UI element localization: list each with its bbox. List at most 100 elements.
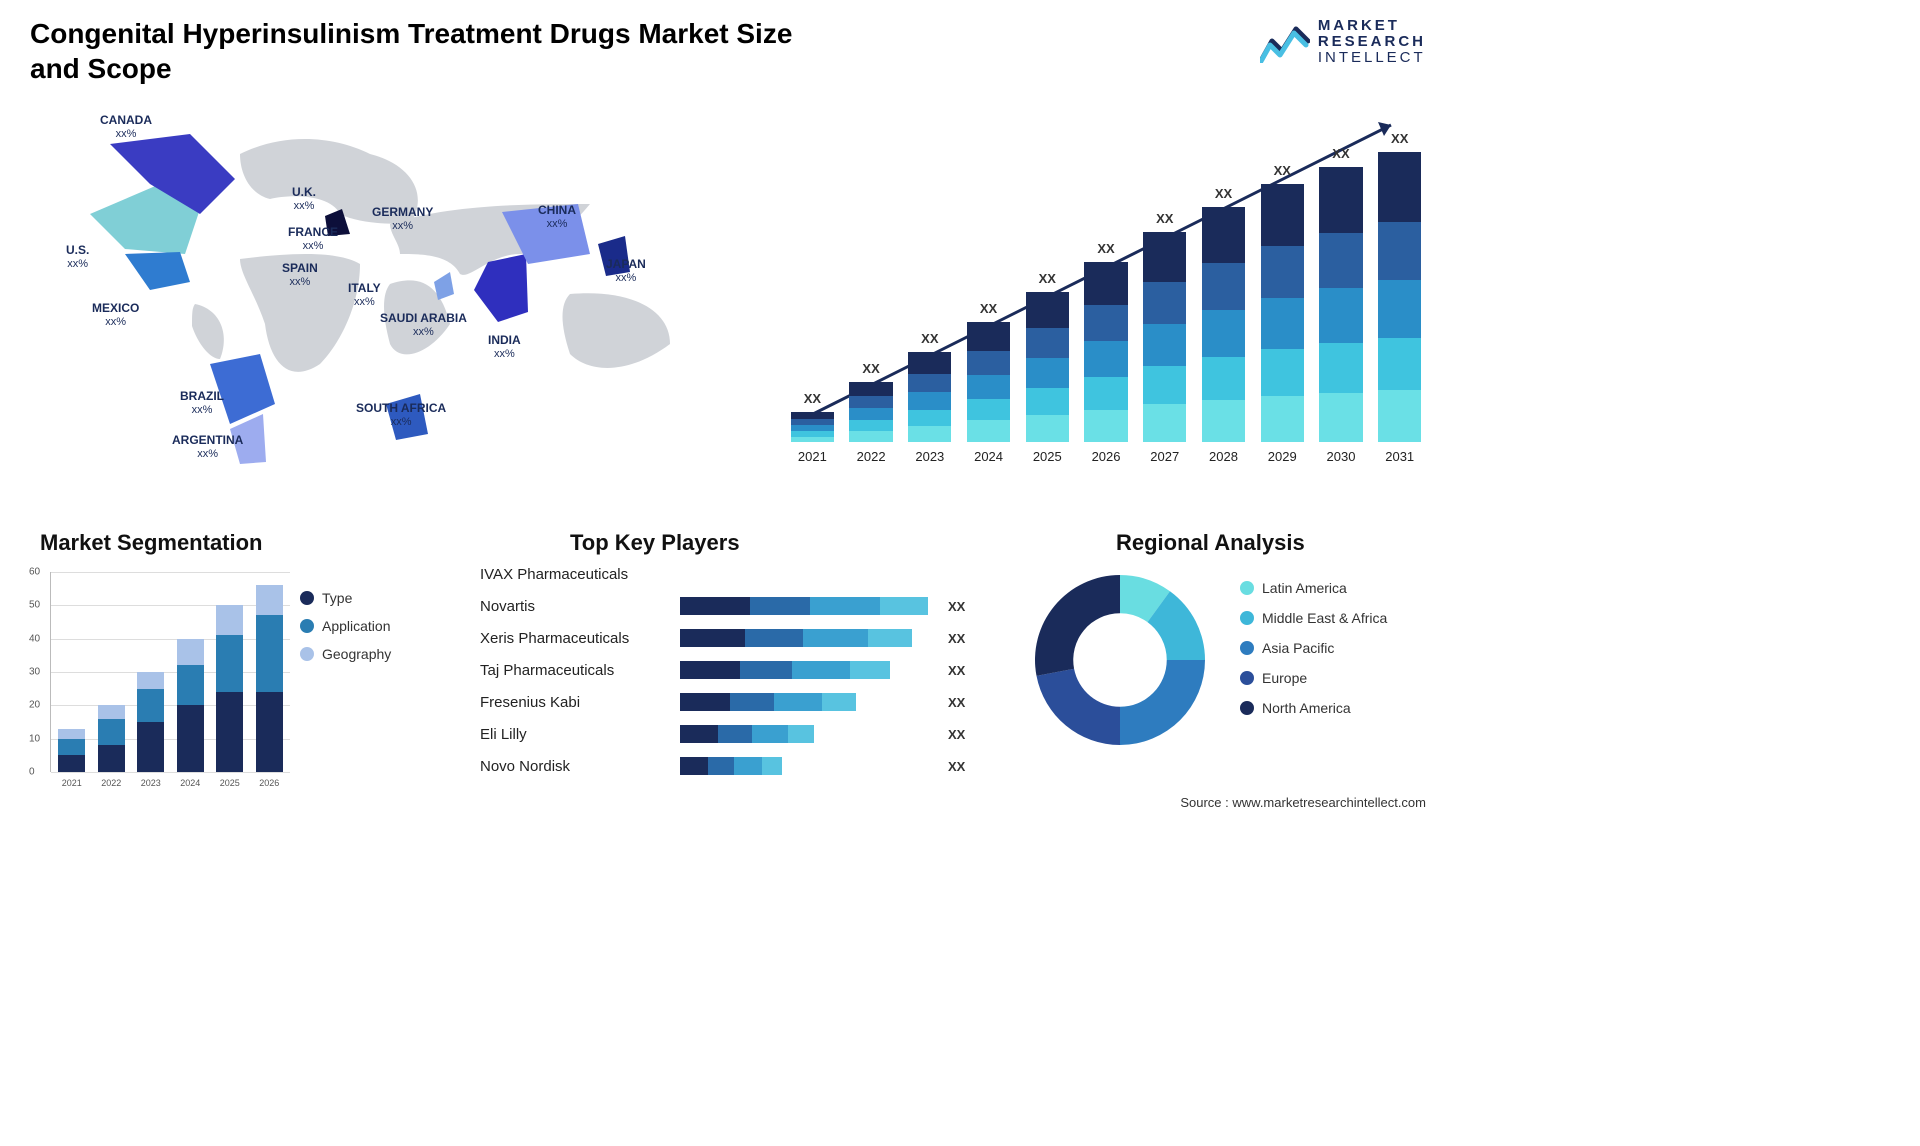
map-country-label: U.K.xx% [292,186,316,212]
growth-bar-year: 2024 [974,449,1003,464]
player-name: Novo Nordisk [480,758,680,775]
player-value: XX [948,631,965,646]
growth-bar-value: XX [1332,146,1349,161]
growth-bar-chart: XX2021XX2022XX2023XX2024XX2025XX2026XX20… [786,110,1426,470]
donut-slice [1120,660,1205,745]
segmentation-year: 2026 [259,778,279,788]
growth-bar: XX2025 [1021,142,1074,442]
regional-legend: Latin America Middle East & Africa Asia Pa… [1240,580,1430,716]
players-bar-chart: IVAX PharmaceuticalsNovartisXXXeris Phar… [480,560,1000,790]
player-value: XX [948,727,965,742]
legend-color-icon [1240,671,1254,685]
segmentation-bar: 2025 [213,572,247,772]
regional-legend-item: North America [1240,700,1430,716]
legend-label: Middle East & Africa [1262,610,1387,626]
segmentation-y-tick: 10 [29,733,40,744]
legend-label: Europe [1262,670,1307,686]
player-bar [680,629,940,647]
segmentation-legend-item: Geography [300,646,460,662]
map-country-label: FRANCExx% [288,226,338,252]
map-country-label: SOUTH AFRICAxx% [356,402,446,428]
legend-color-icon [1240,641,1254,655]
map-country-label: INDIAxx% [488,334,521,360]
map-country-label: U.S.xx% [66,244,89,270]
growth-bar-value: XX [921,331,938,346]
growth-bar-year: 2027 [1150,449,1179,464]
growth-bar: XX2027 [1138,142,1191,442]
segmentation-y-tick: 20 [29,700,40,711]
segmentation-year: 2022 [101,778,121,788]
player-value: XX [948,759,965,774]
player-name: IVAX Pharmaceuticals [480,566,680,583]
growth-bar-year: 2029 [1268,449,1297,464]
growth-bar-year: 2022 [857,449,886,464]
player-bar [680,693,940,711]
segmentation-legend-item: Application [300,618,460,634]
growth-bar-year: 2021 [798,449,827,464]
logo-mark-icon [1260,21,1310,63]
player-row: Fresenius Kabi XX [480,688,1000,716]
growth-bar-year: 2023 [915,449,944,464]
growth-bar-year: 2025 [1033,449,1062,464]
segmentation-year: 2024 [180,778,200,788]
growth-bar-year: 2026 [1092,449,1121,464]
regional-legend-item: Latin America [1240,580,1430,596]
growth-bar: XX2023 [903,142,956,442]
player-value: XX [948,695,965,710]
donut-slice [1037,669,1120,745]
map-country-label: CHINAxx% [538,204,576,230]
player-name: Novartis [480,598,680,615]
growth-bar-value: XX [862,361,879,376]
donut-slice [1035,575,1120,676]
segmentation-y-tick: 30 [29,667,40,678]
legend-label: North America [1262,700,1351,716]
growth-bar: XX2021 [786,142,839,442]
player-name: Xeris Pharmaceuticals [480,630,680,647]
segmentation-y-tick: 50 [29,600,40,611]
growth-bar-value: XX [1039,271,1056,286]
segmentation-year: 2021 [62,778,82,788]
segmentation-y-tick: 60 [29,567,40,578]
growth-bar: XX2028 [1197,142,1250,442]
growth-bar-value: XX [1156,211,1173,226]
player-row: IVAX Pharmaceuticals [480,560,1000,588]
player-row: Eli Lilly XX [480,720,1000,748]
regional-legend-item: Europe [1240,670,1430,686]
regional-legend-item: Asia Pacific [1240,640,1430,656]
player-row: Taj PharmaceuticalsXX [480,656,1000,684]
growth-bar-value: XX [1274,163,1291,178]
legend-color-icon [300,591,314,605]
player-name: Fresenius Kabi [480,694,680,711]
legend-color-icon [1240,611,1254,625]
regional-legend-item: Middle East & Africa [1240,610,1430,626]
source-label: Source : www.marketresearchintellect.com [1180,795,1426,810]
legend-label: Application [322,618,391,634]
legend-color-icon [1240,581,1254,595]
page-title: Congenital Hyperinsulinism Treatment Dru… [30,16,810,86]
growth-bar-value: XX [1215,186,1232,201]
growth-bar-value: XX [804,391,821,406]
brand-logo: MARKET RESEARCH INTELLECT [1260,18,1426,65]
player-name: Eli Lilly [480,726,680,743]
player-row: Xeris Pharmaceuticals XX [480,624,1000,652]
segmentation-bar: 2026 [253,572,287,772]
growth-bar: XX2024 [962,142,1015,442]
segmentation-bar: 2024 [174,572,208,772]
segmentation-bar: 2021 [55,572,89,772]
growth-bar: XX2031 [1373,142,1426,442]
segmentation-bar: 2022 [95,572,129,772]
player-row: NovartisXX [480,592,1000,620]
growth-bar: XX2030 [1315,142,1368,442]
legend-color-icon [1240,701,1254,715]
player-bar [680,725,940,743]
legend-label: Latin America [1262,580,1347,596]
segmentation-bar: 2023 [134,572,168,772]
logo-line-3: INTELLECT [1318,50,1426,66]
market-segmentation-title: Market Segmentation [40,530,263,556]
map-country-label: MEXICOxx% [92,302,139,328]
regional-analysis-title: Regional Analysis [1116,530,1305,556]
map-country-label: CANADAxx% [100,114,152,140]
segmentation-y-tick: 40 [29,633,40,644]
player-bar [680,757,940,775]
logo-line-1: MARKET [1318,18,1426,34]
